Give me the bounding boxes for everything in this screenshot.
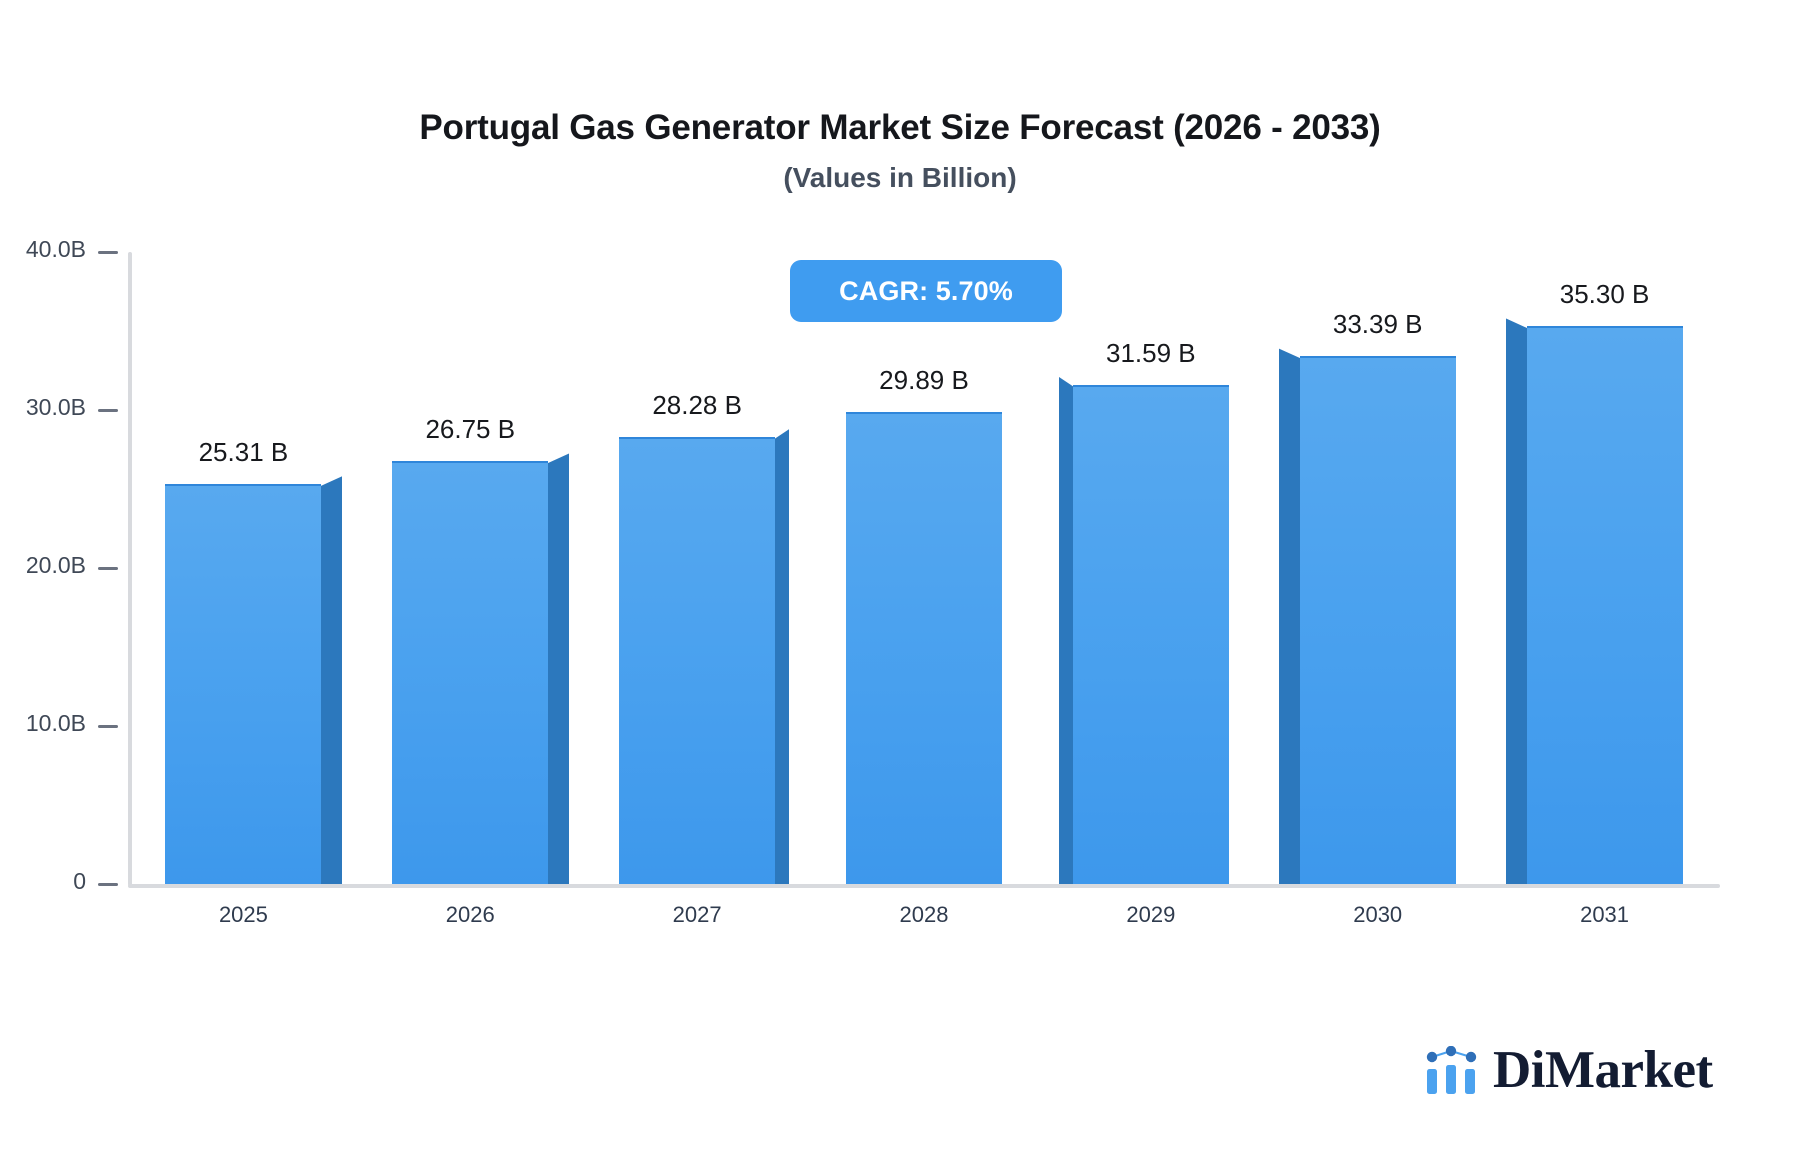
y-axis-tick xyxy=(98,725,118,728)
y-axis-tick-label: 40.0B xyxy=(25,236,86,262)
y-axis-tick xyxy=(98,251,118,254)
brand-name: DiMarket xyxy=(1493,1041,1713,1099)
bar-front-face xyxy=(165,484,322,884)
y-axis-tick-label: 0 xyxy=(73,868,86,894)
cagr-badge-label: CAGR: 5.70% xyxy=(839,275,1013,306)
bar-front-face xyxy=(1072,384,1229,884)
bar-front-face xyxy=(1299,356,1456,884)
x-axis-label-2027: 2027 xyxy=(672,902,722,927)
x-axis-label-2028: 2028 xyxy=(899,902,949,927)
bar-value-label: 31.59 B xyxy=(1106,337,1196,368)
bar-side-face xyxy=(1278,348,1301,884)
bar-value-label: 26.75 B xyxy=(425,414,516,445)
bar-side-face xyxy=(320,476,343,884)
bar-2026[interactable]: 26.75 B xyxy=(392,414,570,884)
bar-2028[interactable]: 29.89 B xyxy=(846,365,1002,884)
x-axis-line xyxy=(128,884,1720,888)
y-axis-line xyxy=(128,252,132,886)
bar-value-label: 35.30 B xyxy=(1559,279,1650,310)
bar-side-face xyxy=(1505,318,1528,884)
x-axis-label-2030: 2030 xyxy=(1353,902,1403,927)
bar-value-label: 33.39 B xyxy=(1332,309,1423,340)
title-block: Portugal Gas Generator Market Size Forec… xyxy=(0,108,1800,194)
x-axis-label-2025: 2025 xyxy=(218,902,268,927)
bar-value-label: 29.89 B xyxy=(879,364,969,395)
bar-front-face xyxy=(619,437,776,884)
y-axis-tick-label: 30.0B xyxy=(25,394,86,420)
x-axis-label-2026: 2026 xyxy=(445,902,495,927)
bar-2031[interactable]: 35.30 B xyxy=(1505,279,1683,884)
bar-2027[interactable]: 28.28 B xyxy=(619,390,790,884)
bar-chart-icon xyxy=(1424,1045,1480,1096)
bar-2025[interactable]: 25.31 B xyxy=(165,437,343,884)
y-axis-tick xyxy=(98,567,118,570)
bar-front-face xyxy=(392,461,549,884)
y-axis-tick xyxy=(98,409,118,412)
y-axis-tick xyxy=(98,883,118,886)
bar-front-face xyxy=(846,411,1002,884)
chart-title: Portugal Gas Generator Market Size Forec… xyxy=(419,108,1381,147)
bar-2030[interactable]: 33.39 B xyxy=(1278,309,1456,884)
bar-value-label: 28.28 B xyxy=(652,390,742,421)
y-axis-tick-label: 20.0B xyxy=(25,552,86,578)
x-axis-label-2029: 2029 xyxy=(1126,902,1176,927)
bar-side-face xyxy=(547,453,570,884)
bar-side-face xyxy=(1058,376,1074,884)
dimarket-logo: DiMarket xyxy=(1424,1044,1713,1097)
bar-front-face xyxy=(1526,326,1683,884)
y-axis-tick-label: 10.0B xyxy=(25,710,86,736)
bar-side-face xyxy=(774,429,790,884)
bar-value-label: 25.31 B xyxy=(198,437,289,468)
chart-subtitle: (Values in Billion) xyxy=(783,162,1017,194)
cagr-badge: CAGR: 5.70% xyxy=(790,260,1062,322)
x-axis-label-2031: 2031 xyxy=(1580,902,1630,927)
bar-2029[interactable]: 31.59 B xyxy=(1058,338,1229,884)
